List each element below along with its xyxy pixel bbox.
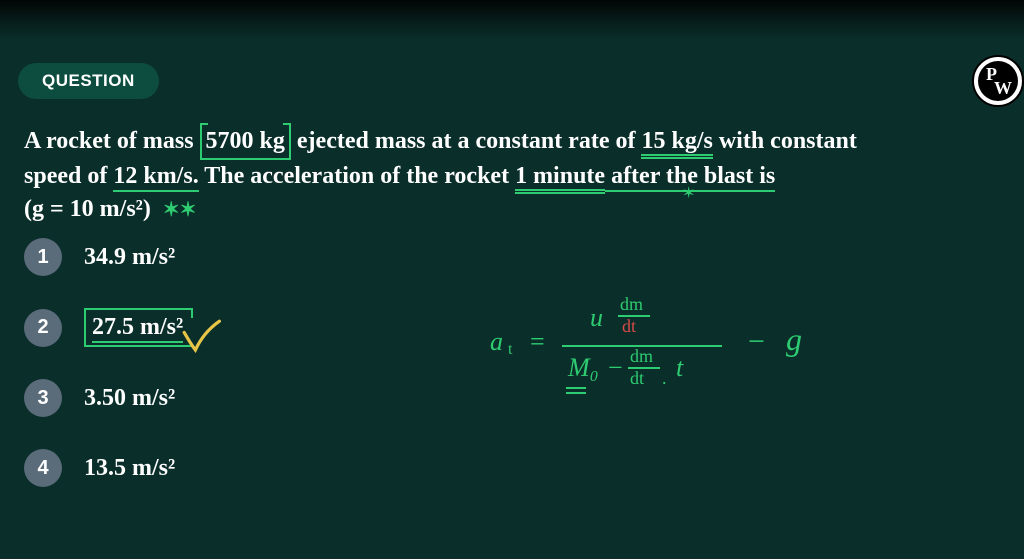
cross-mark-icon: ✶✶: [163, 199, 197, 221]
options-list: 1 34.9 m/s² 2 27.5 m/s² 3 3.50 m/s² 4 13…: [24, 238, 191, 519]
hw-num-u: u: [590, 303, 603, 333]
hw-den-m0-ul2: [566, 392, 586, 394]
hw-minus: −: [748, 325, 765, 359]
q-line1c: with constant: [713, 128, 857, 154]
q-line2a: speed of: [24, 163, 113, 189]
q-time-underlined: 1 minute: [515, 163, 605, 191]
option-4[interactable]: 4 13.5 m/s²: [24, 449, 191, 487]
option-text-4: 13.5 m/s²: [84, 455, 175, 482]
question-badge: QUESTION: [18, 63, 159, 99]
option-text-2-inner: 27.5 m/s²: [92, 314, 183, 343]
q-line1b: ejected mass at a constant rate of: [291, 128, 642, 154]
hw-den-dot: .: [662, 369, 667, 387]
hw-g: g: [786, 321, 802, 358]
option-num-2: 2: [24, 309, 62, 347]
pw-logo: P W: [972, 55, 1024, 107]
top-shadow: [0, 0, 1024, 40]
q-line2b: The acceleration of the rocket: [199, 163, 515, 189]
q-line3: (g = 10 m/s²): [24, 196, 151, 222]
option-text-1: 34.9 m/s²: [84, 244, 175, 271]
hw-num-dt: dt: [622, 317, 636, 335]
hw-lhs: a: [490, 327, 503, 357]
hw-den-t: t: [676, 353, 683, 383]
hw-lhs-sub: t: [508, 341, 512, 359]
option-text-2: 27.5 m/s²: [84, 308, 191, 347]
hw-den-dt: dt: [630, 369, 644, 387]
hw-den-minus: −: [608, 353, 623, 383]
logo-letter-w: W: [994, 78, 1012, 99]
hw-den-m0: M₀: [568, 353, 599, 383]
handwritten-formula: a t = u dm dt M₀ − dm dt . t − g: [490, 295, 850, 415]
option-2[interactable]: 2 27.5 m/s²: [24, 308, 191, 347]
hw-den-m0-ul1: [566, 387, 586, 389]
option-text-3: 3.50 m/s²: [84, 385, 175, 412]
hw-equals: =: [530, 327, 545, 357]
option-num-3: 3: [24, 379, 62, 417]
q-line1a: A rocket of mass: [24, 128, 200, 154]
q-speed-underlined: 12 km/s.: [113, 163, 198, 192]
q-rate-underlined: 15 kg/s: [641, 128, 712, 156]
option-num-4: 4: [24, 449, 62, 487]
question-text: A rocket of mass 5700 kg ejected mass at…: [24, 125, 1004, 225]
check-icon: [181, 318, 221, 358]
cross-under-time-icon: ✶: [682, 183, 695, 203]
hw-den-dm: dm: [630, 347, 653, 365]
hw-num-dm: dm: [620, 295, 643, 313]
option-1[interactable]: 1 34.9 m/s²: [24, 238, 191, 276]
option-3[interactable]: 3 3.50 m/s²: [24, 379, 191, 417]
option-num-1: 1: [24, 238, 62, 276]
q-mass-boxed: 5700 kg: [200, 125, 291, 160]
